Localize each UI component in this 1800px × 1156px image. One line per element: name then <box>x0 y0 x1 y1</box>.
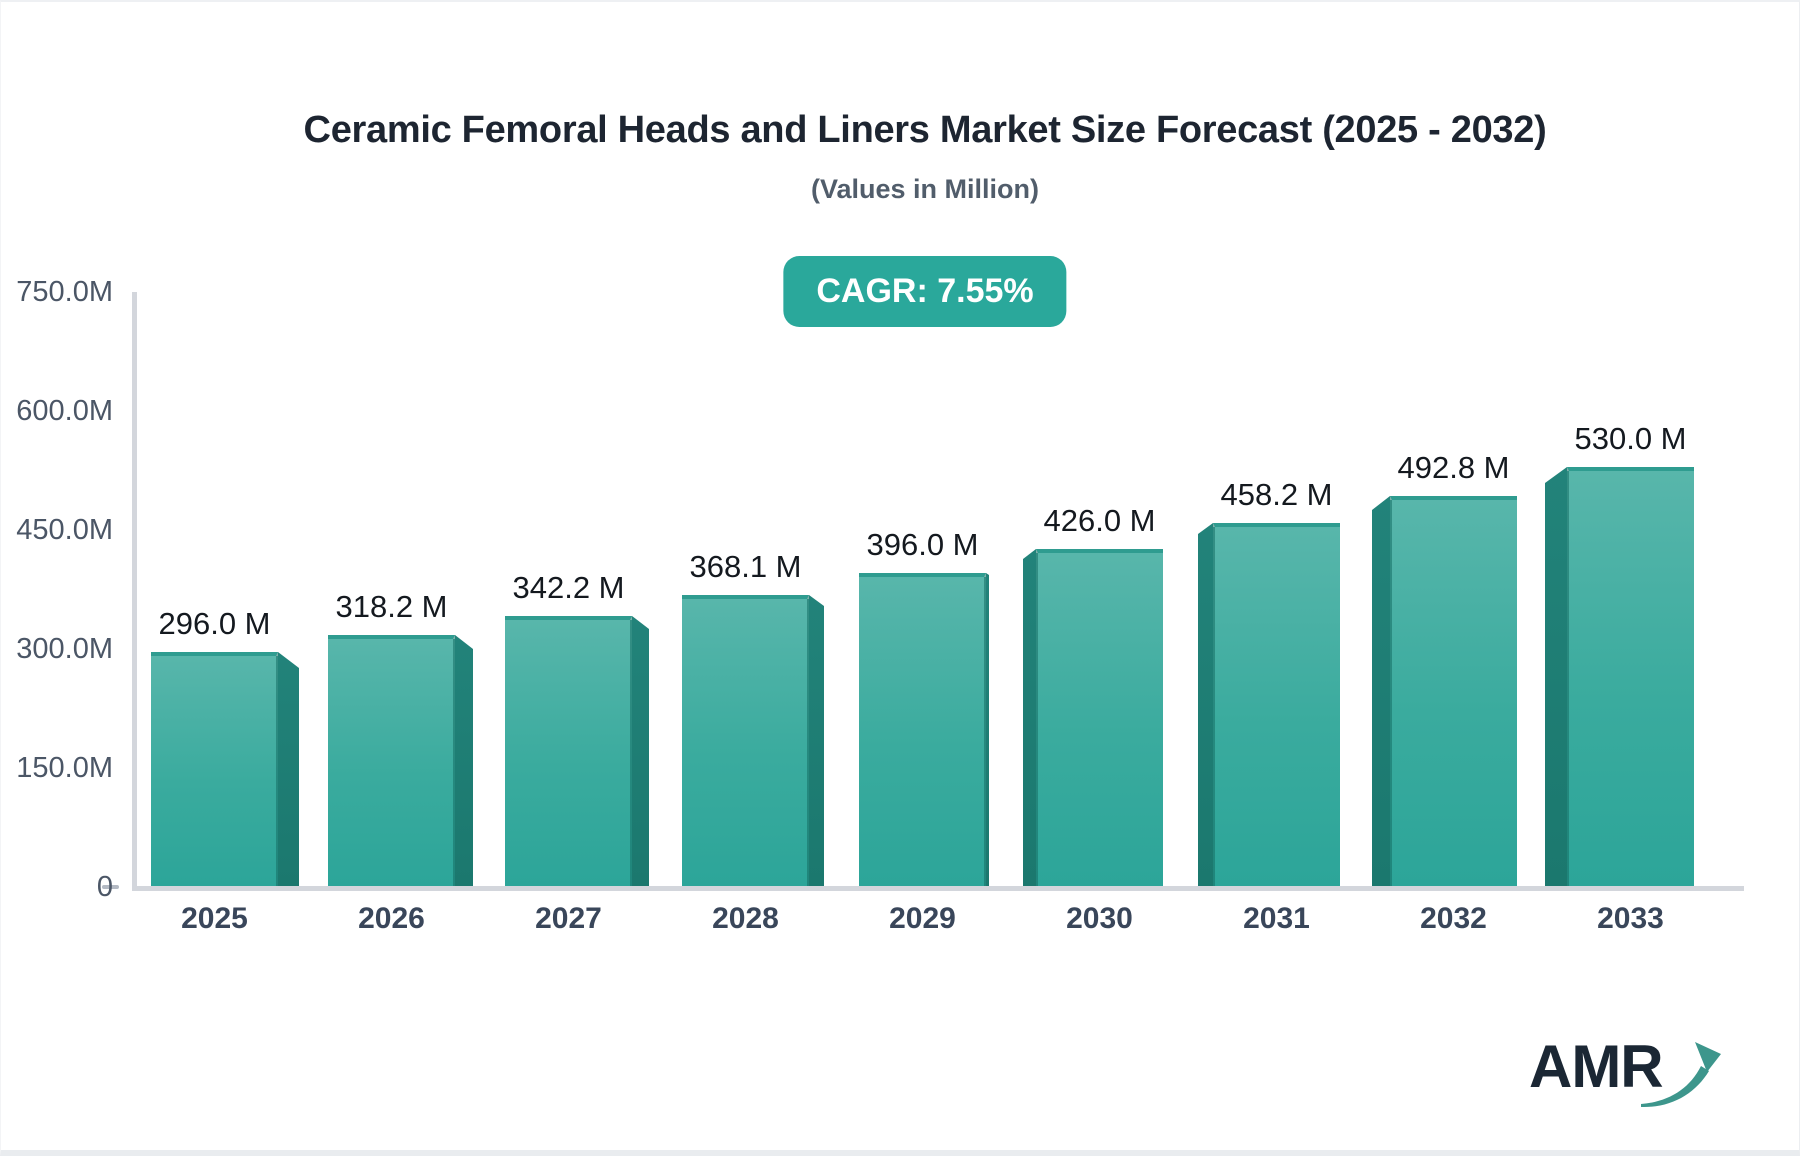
value-label-2026: 318.2 M <box>335 589 448 624</box>
bar-2030 <box>1036 549 1163 887</box>
y-axis-label: 0 <box>96 871 113 903</box>
x-axis-line <box>132 886 1744 891</box>
y-axis-label: 750.0M <box>16 276 113 308</box>
value-label-2025: 296.0 M <box>158 606 271 641</box>
value-label-2031: 458.2 M <box>1220 477 1333 512</box>
x-axis-label-2030: 2030 <box>1066 902 1133 935</box>
y-axis-label: 300.0M <box>16 633 113 665</box>
x-axis-label-2028: 2028 <box>712 902 779 935</box>
x-axis-label-2029: 2029 <box>889 902 956 935</box>
amr-logo: AMR <box>1529 1032 1721 1108</box>
bar-2029 <box>859 573 986 887</box>
value-label-2029: 396.0 M <box>866 527 979 562</box>
x-axis-label-2026: 2026 <box>358 902 425 935</box>
zero-tick-mark <box>102 885 119 889</box>
y-axis-label: 150.0M <box>16 752 113 784</box>
bar-side-face-2028 <box>809 595 824 887</box>
y-axis-label: 450.0M <box>16 514 113 546</box>
bar-side-face-2026 <box>455 635 473 887</box>
bar-side-face-2025 <box>278 652 299 887</box>
bar-side-face-2032 <box>1372 496 1390 887</box>
chart-title: Ceramic Femoral Heads and Liners Market … <box>303 109 1547 151</box>
value-label-2033: 530.0 M <box>1574 421 1687 456</box>
cagr-badge: CAGR: 7.55% <box>783 256 1067 327</box>
value-label-2027: 342.2 M <box>512 570 625 605</box>
bar-side-face-2027 <box>632 616 649 887</box>
x-axis-label-2032: 2032 <box>1420 902 1487 935</box>
bar-2025 <box>151 652 278 887</box>
bar-2033 <box>1567 467 1694 887</box>
x-axis-label-2025: 2025 <box>181 902 248 935</box>
bar-side-face-2031 <box>1198 523 1213 887</box>
bar-2027 <box>505 616 632 887</box>
value-label-2030: 426.0 M <box>1043 503 1156 538</box>
bar-side-face-2030 <box>1023 549 1036 887</box>
x-axis-label-2031: 2031 <box>1243 902 1310 935</box>
bar-side-face-2029 <box>986 573 989 887</box>
x-axis-label-2033: 2033 <box>1597 902 1664 935</box>
amr-logo-text: AMR <box>1529 1033 1664 1100</box>
chart-subtitle: (Values in Million) <box>810 174 1040 204</box>
bar-2028 <box>682 595 809 887</box>
bar-2032 <box>1390 496 1517 887</box>
bar-2026 <box>328 635 455 887</box>
bar-2031 <box>1213 523 1340 887</box>
growth-arrow-icon <box>1641 1042 1721 1108</box>
y-axis-line <box>132 292 137 887</box>
x-axis-label-2027: 2027 <box>535 902 602 935</box>
value-label-2032: 492.8 M <box>1397 450 1510 485</box>
value-label-2028: 368.1 M <box>689 549 802 584</box>
bar-side-face-2033 <box>1545 467 1567 887</box>
y-axis-label: 600.0M <box>16 395 113 427</box>
